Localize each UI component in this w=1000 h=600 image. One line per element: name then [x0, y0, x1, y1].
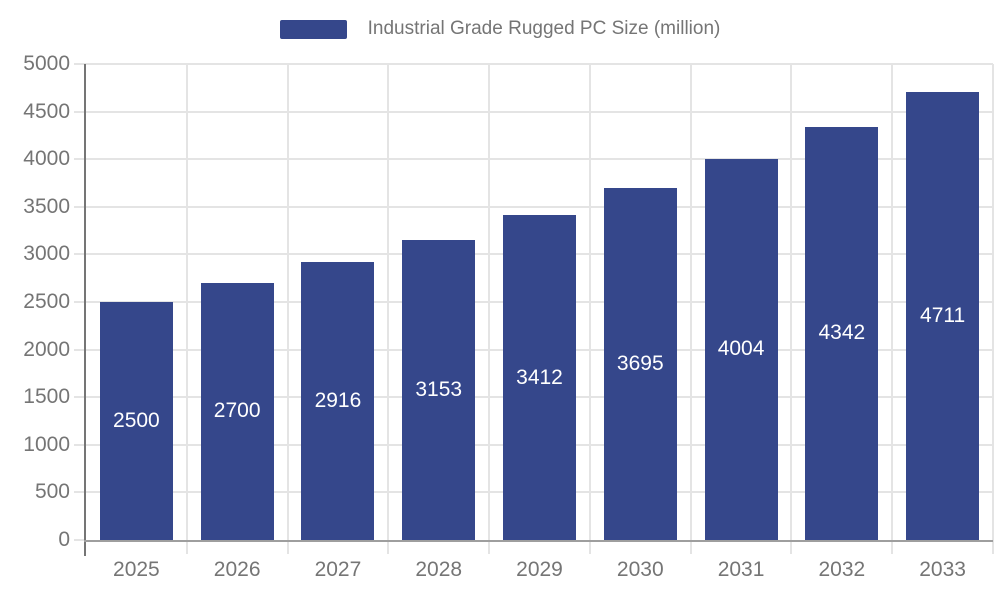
- y-axis-tick-label: 2000: [23, 337, 70, 361]
- bar-2030[interactable]: [603, 188, 677, 540]
- bar-value-label: 4004: [717, 337, 765, 361]
- gridline-vertical: [588, 64, 591, 554]
- x-axis-tick-label: 2028: [415, 558, 463, 581]
- y-axis-tick-label: 0: [58, 528, 70, 551]
- legend-item[interactable]: Industrial Grade Rugged PC Size (million…: [0, 18, 1000, 40]
- x-axis-tick-label: 2033: [919, 558, 966, 581]
- legend-label: Industrial Grade Rugged PC Size (million…: [367, 18, 721, 39]
- gridline-vertical: [992, 64, 994, 554]
- bar-2031[interactable]: [704, 158, 778, 540]
- bar-2029[interactable]: [503, 215, 576, 540]
- x-axis-tick-label: 2026: [213, 558, 261, 581]
- bar-2026[interactable]: [200, 282, 274, 540]
- y-axis-tick-label: 2500: [23, 290, 70, 313]
- bar-2033[interactable]: [906, 91, 980, 540]
- bar-value-label: 3153: [415, 377, 463, 401]
- bar-value-label: 2700: [213, 399, 261, 423]
- x-axis-tick-label: 2025: [113, 558, 160, 581]
- gridline-vertical: [286, 64, 289, 554]
- bar-value-label: 2916: [314, 389, 362, 413]
- y-axis-tick-label: 3000: [23, 242, 70, 266]
- bar-2027[interactable]: [301, 262, 375, 540]
- gridline-horizontal: [74, 205, 993, 208]
- y-axis-tick-label: 1000: [23, 432, 70, 456]
- bar-2025[interactable]: [99, 302, 173, 540]
- bar-2032[interactable]: [805, 126, 879, 540]
- y-axis-tick-label: 4500: [23, 99, 70, 123]
- y-axis-line: [84, 64, 86, 556]
- gridline-horizontal: [74, 110, 993, 113]
- plot-area: 2500 2700 2916 3153 3412 3695 4004 4342 4711: [74, 63, 994, 556]
- x-axis-line: [84, 540, 993, 542]
- y-axis-tick-label: 4000: [23, 147, 70, 171]
- y-axis-tick-label: 3500: [23, 194, 70, 218]
- legend-swatch: [279, 19, 347, 39]
- gridline-vertical: [185, 64, 188, 554]
- x-axis-tick-label: 2029: [516, 558, 563, 581]
- bar-2028[interactable]: [402, 239, 476, 540]
- bar-value-label: 3695: [616, 352, 664, 376]
- y-axis-tick-label: 5000: [23, 52, 70, 75]
- gridline-vertical: [689, 64, 692, 554]
- y-axis-tick-label: 1500: [23, 385, 70, 409]
- y-axis-tick-label: 500: [34, 480, 70, 504]
- gridline-vertical: [488, 64, 491, 554]
- bar-value-label: 3412: [516, 365, 563, 389]
- y-axis-tick: [74, 539, 86, 541]
- x-axis-tick-label: 2027: [314, 558, 362, 581]
- gridline-vertical: [790, 64, 793, 554]
- gridline-vertical: [891, 64, 894, 554]
- x-axis-tick-label: 2032: [818, 558, 866, 581]
- gridline-horizontal: [74, 158, 993, 161]
- x-axis-tick-label: 2030: [616, 558, 664, 581]
- bar-value-label: 4342: [818, 321, 866, 345]
- gridline-horizontal: [74, 63, 993, 65]
- x-axis-tick-label: 2031: [717, 558, 765, 581]
- bar-value-label: 2500: [113, 409, 160, 432]
- gridline-vertical: [387, 64, 390, 554]
- bar-value-label: 4711: [920, 303, 966, 327]
